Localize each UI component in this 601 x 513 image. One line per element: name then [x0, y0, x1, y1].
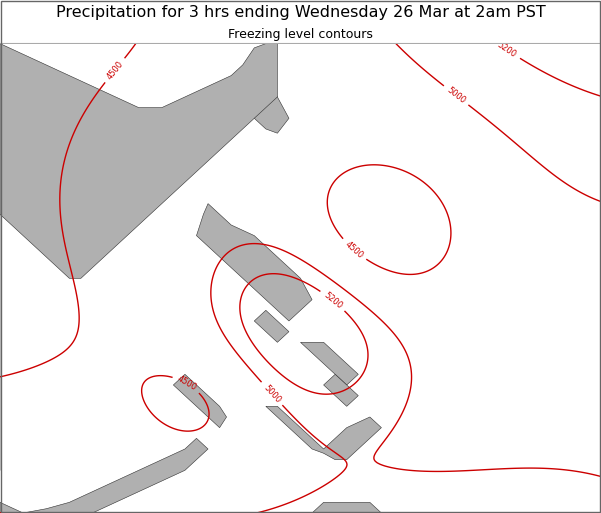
Polygon shape [0, 44, 278, 278]
Polygon shape [5, 172, 41, 214]
Text: 5000: 5000 [445, 86, 467, 105]
Polygon shape [0, 438, 208, 513]
Text: 4500: 4500 [105, 60, 125, 81]
Text: 4500: 4500 [343, 240, 365, 260]
Polygon shape [254, 310, 289, 342]
Text: 4500: 4500 [175, 374, 198, 393]
Text: Freezing level contours: Freezing level contours [228, 28, 373, 41]
Polygon shape [323, 374, 358, 406]
Polygon shape [173, 374, 227, 428]
Polygon shape [0, 44, 41, 502]
Polygon shape [300, 342, 358, 385]
Polygon shape [266, 406, 382, 460]
Text: 5000: 5000 [261, 383, 282, 404]
Polygon shape [197, 204, 312, 321]
Text: 5200: 5200 [322, 290, 344, 311]
Text: 5200: 5200 [496, 41, 518, 60]
Text: Precipitation for 3 hrs ending Wednesday 26 Mar at 2am PST: Precipitation for 3 hrs ending Wednesday… [56, 5, 545, 19]
Polygon shape [312, 502, 382, 513]
Polygon shape [243, 58, 289, 133]
